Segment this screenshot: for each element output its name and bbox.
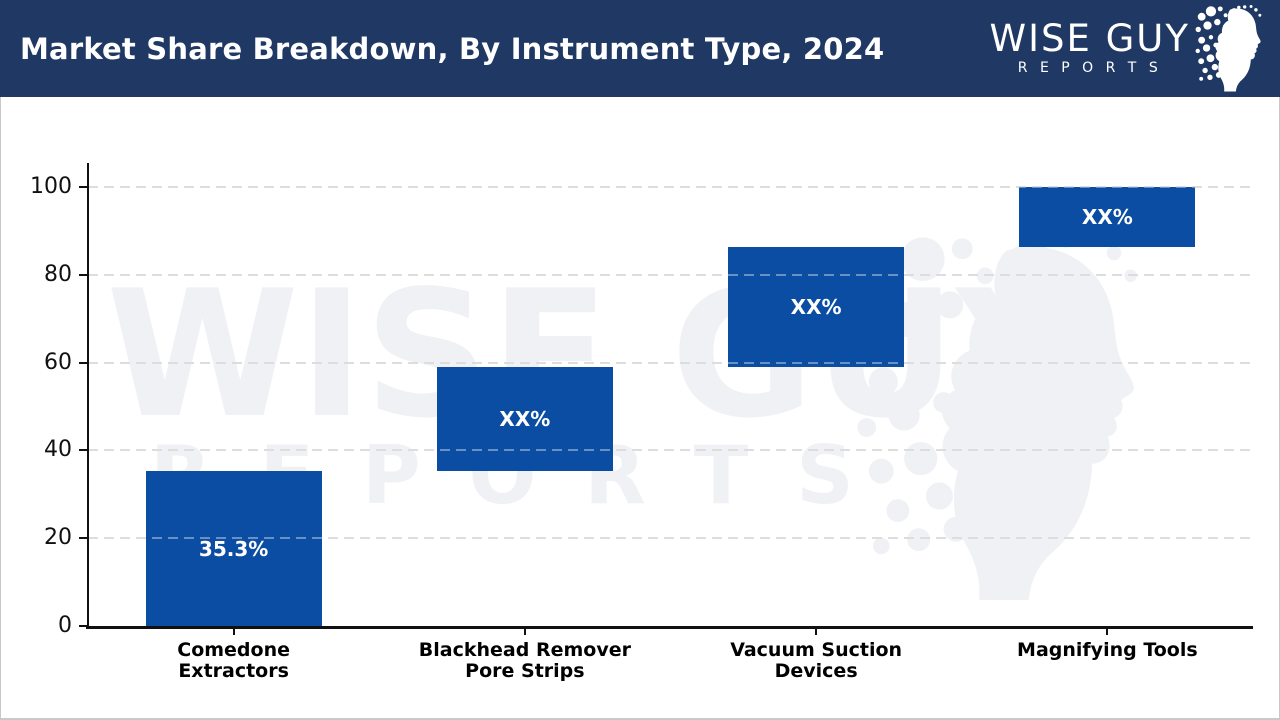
- x-tick-label-comedone-extractors: Comedone Extractors: [177, 639, 290, 682]
- x-tick-label-magnifying-tools: Magnifying Tools: [1017, 639, 1198, 661]
- gridline-80: [88, 273, 1253, 276]
- bar-vacuum-suction-devices: XX%: [728, 247, 905, 368]
- y-tick-label-100: 100: [30, 174, 72, 200]
- gridline-60: [88, 361, 1253, 364]
- bar-comedone-extractors: 35.3%: [145, 471, 322, 626]
- y-axis: 0 20 40 60 80 100: [0, 163, 88, 638]
- bars-layer: 35.3% XX% XX% XX%: [88, 163, 1253, 626]
- bar-value-label: XX%: [499, 407, 551, 432]
- y-tick-0: [79, 625, 87, 627]
- logo-text: WISE GUY R E P O R T S: [990, 4, 1190, 76]
- bar-magnifying-tools: XX%: [1019, 187, 1196, 248]
- y-tick-label-40: 40: [44, 437, 72, 463]
- gridline-overlay-20: [88, 537, 1253, 540]
- x-tick-label-blackhead-remover-pore-strips: Blackhead Remover Pore Strips: [418, 639, 631, 682]
- page-border-bottom: [0, 718, 1280, 720]
- y-axis-spine: [87, 163, 89, 628]
- header-bar: Market Share Breakdown, By Instrument Ty…: [0, 0, 1280, 97]
- y-tick-label-60: 60: [44, 349, 72, 375]
- page-border-left: [0, 97, 1, 720]
- y-tick-label-0: 0: [58, 613, 72, 638]
- y-tick-80: [79, 273, 87, 276]
- logo-subtitle: R E P O R T S: [1017, 60, 1162, 76]
- x-axis-spine: [86, 626, 1253, 629]
- bar-value-label: 35.3%: [198, 536, 269, 561]
- wise-guy-logo: WISE GUY R E P O R T S: [990, 4, 1270, 92]
- chart-title: Market Share Breakdown, By Instrument Ty…: [20, 31, 885, 66]
- x-axis: Comedone Extractors Blackhead Remover Pore …: [88, 627, 1253, 707]
- x-tick-vacuum-suction-devices: [815, 627, 818, 635]
- gridline-20: [88, 537, 1253, 540]
- x-tick-magnifying-tools: [1106, 627, 1109, 635]
- y-tick-20: [79, 537, 87, 540]
- logo-face-icon: [1195, 4, 1262, 92]
- gridline-overlay-100: [88, 186, 1253, 189]
- gridline-overlay-layer: [88, 163, 1253, 626]
- x-tick-label-vacuum-suction-devices: Vacuum Suction Devices: [730, 639, 903, 682]
- bar-value-label: XX%: [790, 295, 842, 320]
- gridline-40: [88, 449, 1253, 452]
- y-tick-40: [79, 449, 87, 452]
- gridline-overlay-40: [88, 449, 1253, 452]
- y-tick-label-80: 80: [44, 261, 72, 287]
- gridlines-layer: [88, 163, 1253, 626]
- x-tick-comedone-extractors: [232, 627, 235, 635]
- bar-blackhead-remover-pore-strips: XX%: [436, 367, 613, 472]
- bar-value-label: XX%: [1081, 205, 1133, 230]
- x-tick-blackhead-remover-pore-strips: [523, 627, 526, 635]
- plot-area: 35.3% XX% XX% XX%: [88, 163, 1253, 626]
- y-tick-100: [79, 186, 87, 189]
- logo-wordmark: WISE GUY: [989, 17, 1190, 60]
- gridline-100: [88, 186, 1253, 189]
- gridline-overlay-80: [88, 273, 1253, 276]
- y-tick-60: [79, 361, 87, 364]
- y-tick-label-20: 20: [44, 525, 72, 551]
- gridline-overlay-60: [88, 361, 1253, 364]
